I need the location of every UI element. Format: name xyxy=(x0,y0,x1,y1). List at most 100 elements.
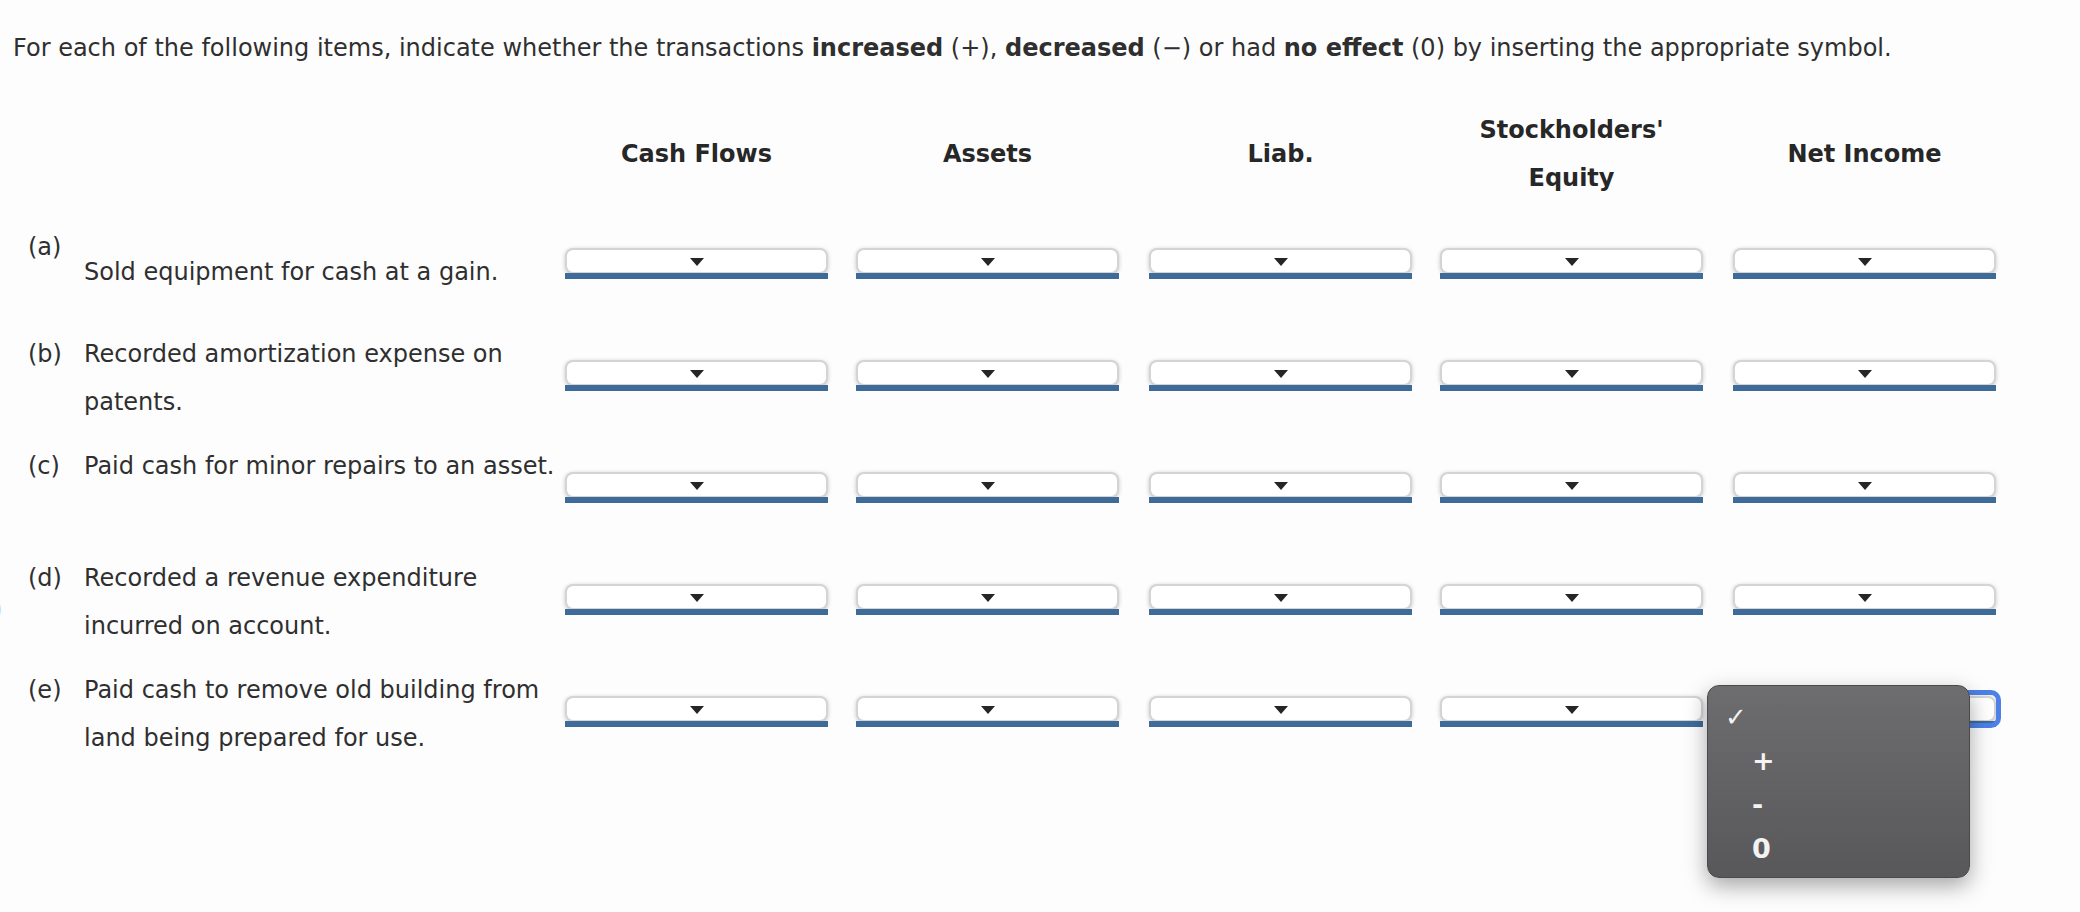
chevron-down-icon xyxy=(1274,594,1288,602)
chevron-down-icon xyxy=(1274,258,1288,266)
select-b-stockholders-equity[interactable] xyxy=(1440,360,1703,386)
column-header-line: Liab. xyxy=(1116,130,1446,178)
select-underline xyxy=(1149,721,1412,727)
menu-option-0[interactable]: 0 xyxy=(1708,827,1969,871)
dropdown-menu: ✓ + - 0 xyxy=(1707,685,1970,878)
chevron-down-icon xyxy=(1565,258,1579,266)
select-underline xyxy=(1733,385,1996,391)
row-description: Paid cash to remove old building from la… xyxy=(84,666,564,762)
chevron-down-icon xyxy=(690,370,704,378)
select-e-liabilities[interactable] xyxy=(1149,696,1412,722)
menu-option--[interactable]: - xyxy=(1708,783,1969,827)
row-label: (d) xyxy=(28,554,62,602)
column-header-line: Stockholders' xyxy=(1407,106,1737,154)
chevron-down-icon xyxy=(1858,594,1872,602)
select-underline xyxy=(856,497,1119,503)
row-description: Recorded a revenue expenditure incurred … xyxy=(84,554,564,650)
column-header-line: Net Income xyxy=(1700,130,2030,178)
select-underline xyxy=(856,609,1119,615)
menu-option-label: - xyxy=(1752,789,1763,820)
select-e-stockholders-equity[interactable] xyxy=(1440,696,1703,722)
select-a-liabilities[interactable] xyxy=(1149,248,1412,274)
select-c-stockholders-equity[interactable] xyxy=(1440,472,1703,498)
select-underline xyxy=(1440,609,1703,615)
chevron-down-icon xyxy=(1274,370,1288,378)
column-header-stockholders-equity: Stockholders'Equity xyxy=(1407,106,1737,202)
select-underline xyxy=(1149,273,1412,279)
select-underline xyxy=(565,385,828,391)
column-header-cash-flows: Cash Flows xyxy=(532,130,862,178)
column-header-net-income: Net Income xyxy=(1700,130,2030,178)
select-c-assets[interactable] xyxy=(856,472,1119,498)
chevron-down-icon xyxy=(1858,482,1872,490)
select-underline xyxy=(565,609,828,615)
chevron-down-icon xyxy=(1274,706,1288,714)
chevron-down-icon xyxy=(981,706,995,714)
select-c-cash-flows[interactable] xyxy=(565,472,828,498)
select-a-assets[interactable] xyxy=(856,248,1119,274)
chevron-down-icon xyxy=(1274,482,1288,490)
chevron-down-icon xyxy=(1565,370,1579,378)
instruction-bold-term: decreased xyxy=(1005,34,1145,62)
row-label: (c) xyxy=(28,442,60,490)
select-underline xyxy=(1149,609,1412,615)
select-d-assets[interactable] xyxy=(856,584,1119,610)
select-underline xyxy=(1149,497,1412,503)
select-d-net-income[interactable] xyxy=(1733,584,1996,610)
select-b-cash-flows[interactable] xyxy=(565,360,828,386)
select-b-liabilities[interactable] xyxy=(1149,360,1412,386)
row-label: (b) xyxy=(28,330,62,378)
select-d-stockholders-equity[interactable] xyxy=(1440,584,1703,610)
chevron-down-icon xyxy=(1565,706,1579,714)
select-underline xyxy=(856,273,1119,279)
instruction-segment: For each of the following items, indicat… xyxy=(13,34,812,62)
chevron-down-icon xyxy=(981,258,995,266)
select-b-net-income[interactable] xyxy=(1733,360,1996,386)
select-b-assets[interactable] xyxy=(856,360,1119,386)
column-header-liabilities: Liab. xyxy=(1116,130,1446,178)
select-underline xyxy=(856,385,1119,391)
select-underline xyxy=(1440,273,1703,279)
chevron-down-icon xyxy=(1565,594,1579,602)
instruction-bold-term: increased xyxy=(812,34,944,62)
select-a-cash-flows[interactable] xyxy=(565,248,828,274)
instruction-bold-term: no effect xyxy=(1284,34,1404,62)
select-d-liabilities[interactable] xyxy=(1149,584,1412,610)
select-e-assets[interactable] xyxy=(856,696,1119,722)
select-c-net-income[interactable] xyxy=(1733,472,1996,498)
select-underline xyxy=(565,273,828,279)
chevron-down-icon xyxy=(690,258,704,266)
chevron-down-icon xyxy=(981,370,995,378)
select-underline xyxy=(565,497,828,503)
menu-option-label: + xyxy=(1752,745,1775,776)
menu-option-+[interactable]: + xyxy=(1708,739,1969,783)
select-e-cash-flows[interactable] xyxy=(565,696,828,722)
select-c-liabilities[interactable] xyxy=(1149,472,1412,498)
row-description: Recorded amortization expense on patents… xyxy=(84,330,564,426)
select-underline xyxy=(1733,609,1996,615)
select-a-net-income[interactable] xyxy=(1733,248,1996,274)
instruction-segment: (+), xyxy=(943,34,1005,62)
chevron-down-icon xyxy=(1565,482,1579,490)
chevron-down-icon xyxy=(690,594,704,602)
select-underline xyxy=(565,721,828,727)
select-underline xyxy=(1733,273,1996,279)
chevron-down-icon xyxy=(1858,258,1872,266)
column-header-assets: Assets xyxy=(823,130,1153,178)
column-header-line: Assets xyxy=(823,130,1153,178)
select-a-stockholders-equity[interactable] xyxy=(1440,248,1703,274)
instruction-segment: (−) or had xyxy=(1145,34,1284,62)
menu-option-label: 0 xyxy=(1752,833,1771,864)
select-underline xyxy=(1440,497,1703,503)
row-description: Sold equipment for cash at a gain. xyxy=(84,248,564,296)
menu-option-blank[interactable]: ✓ xyxy=(1708,695,1969,739)
chevron-down-icon xyxy=(690,706,704,714)
select-d-cash-flows[interactable] xyxy=(565,584,828,610)
chevron-down-icon xyxy=(690,482,704,490)
row-description: Paid cash for minor repairs to an asset. xyxy=(84,442,564,490)
row-label: (a) xyxy=(28,223,61,271)
instruction-segment: (0) by inserting the appropriate symbol. xyxy=(1403,34,1891,62)
column-header-line: Equity xyxy=(1407,154,1737,202)
select-underline xyxy=(1440,721,1703,727)
instruction-text: For each of the following items, indicat… xyxy=(13,30,1892,66)
